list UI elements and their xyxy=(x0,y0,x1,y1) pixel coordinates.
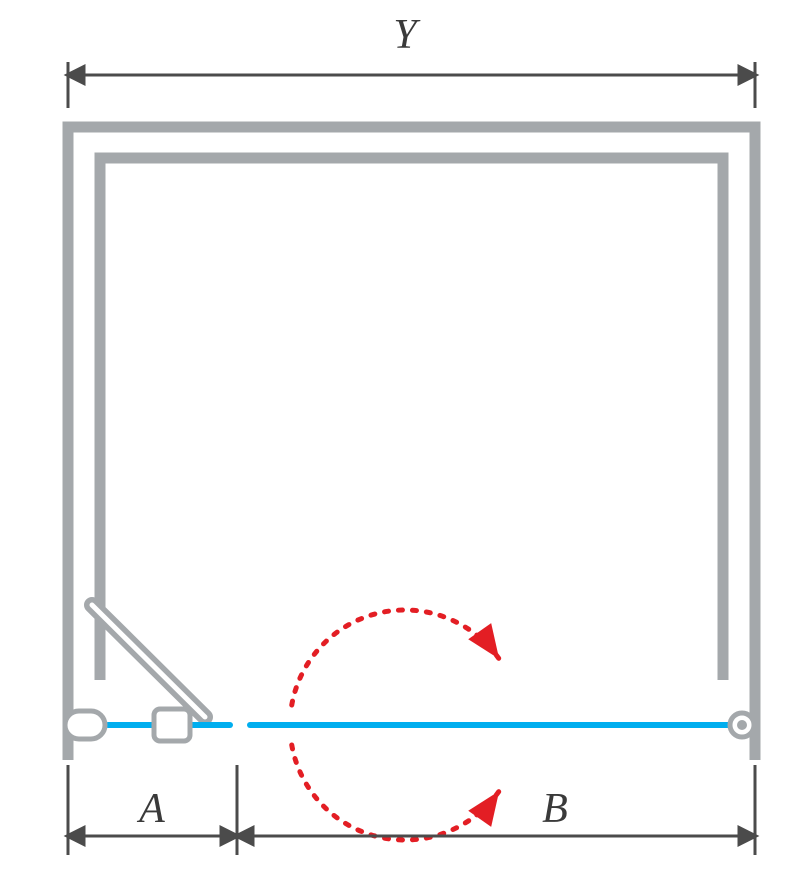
swing-arc-down xyxy=(292,745,499,840)
swing-arrow xyxy=(468,623,499,659)
label-y: Y xyxy=(393,12,421,58)
door-endcap xyxy=(65,711,105,739)
label-a: A xyxy=(136,786,165,832)
swing-arrow xyxy=(468,791,499,827)
swing-arc-up xyxy=(292,610,499,705)
hinge-block xyxy=(154,709,190,741)
label-b: B xyxy=(542,786,568,832)
